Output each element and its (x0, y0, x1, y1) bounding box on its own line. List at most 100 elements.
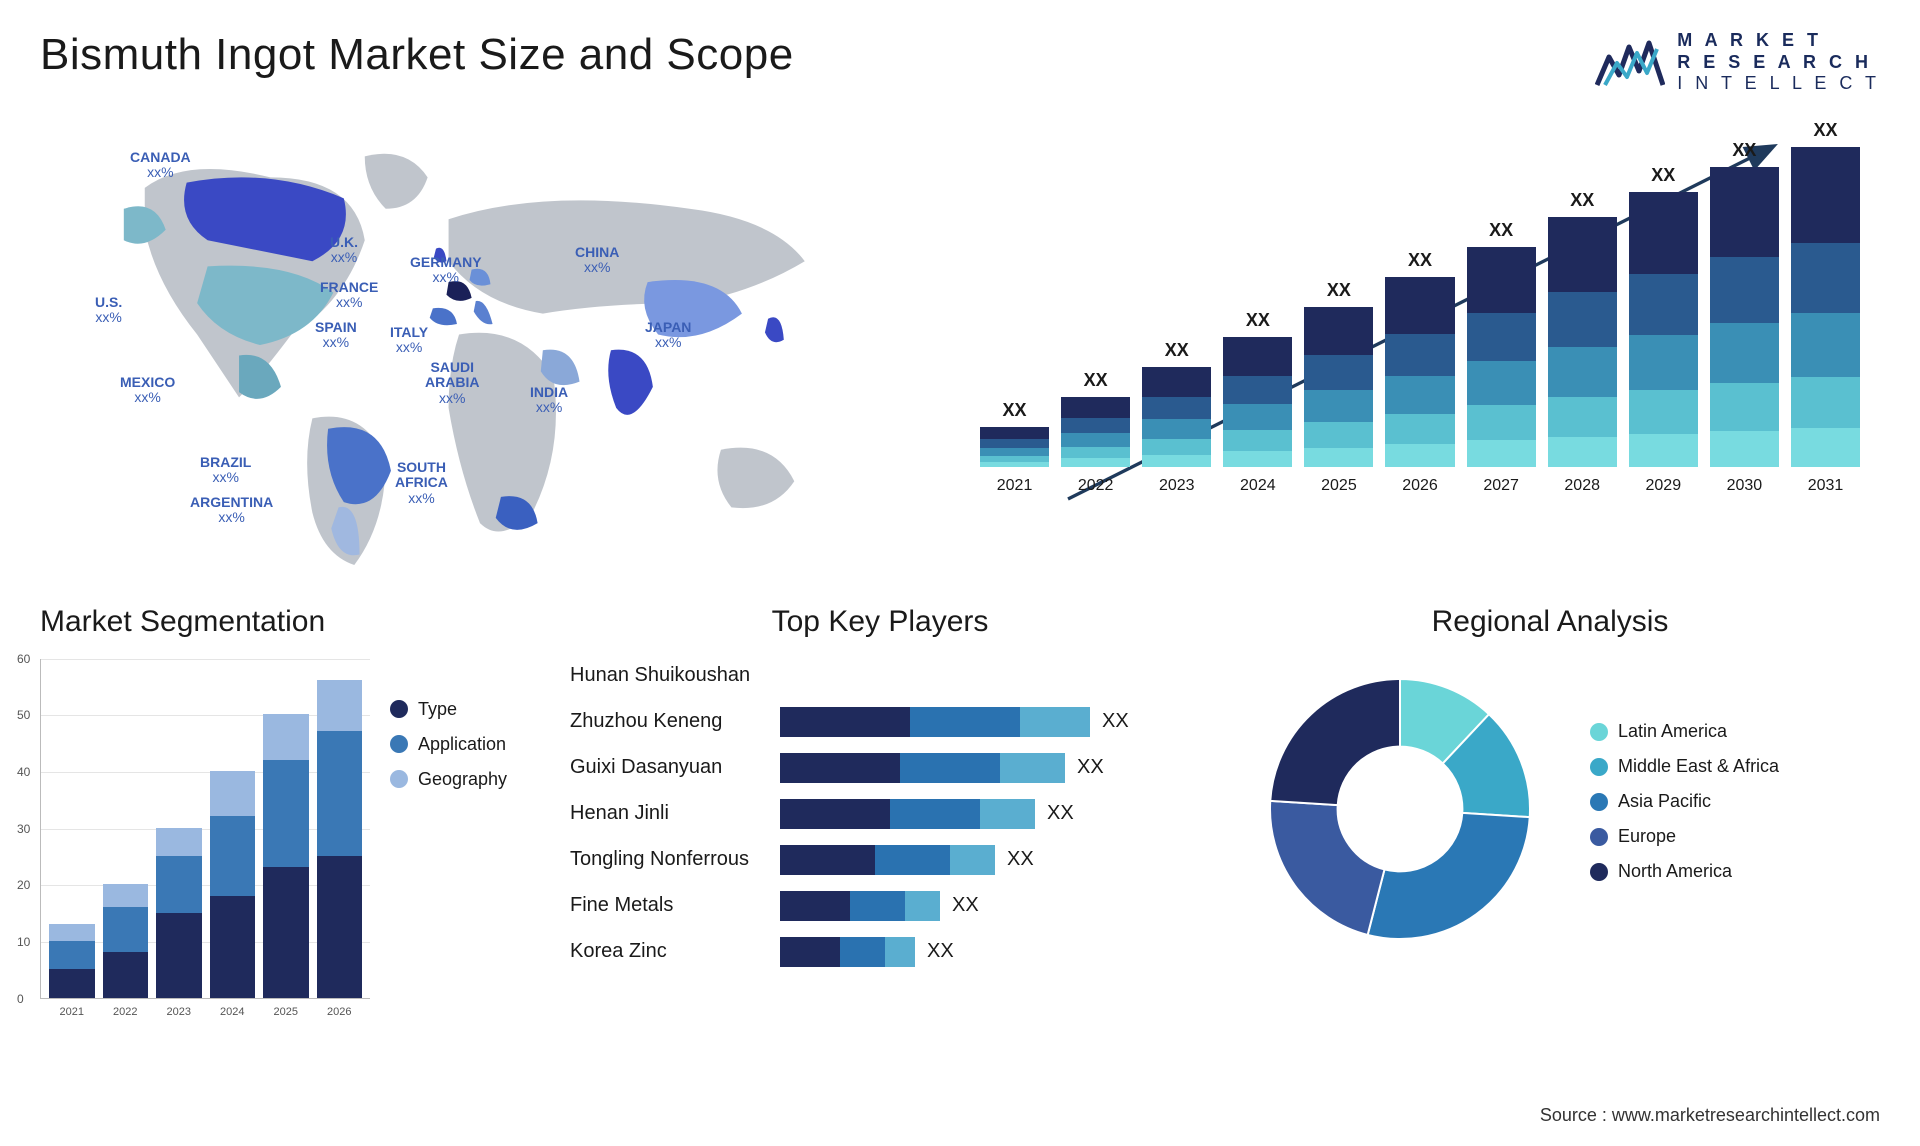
segmentation-bar: 2024 (210, 771, 256, 998)
map-country-label: SAUDIARABIAxx% (425, 360, 479, 406)
growth-year-label: 2028 (1564, 477, 1600, 495)
world-map: CANADAxx% U.S.xx% MEXICOxx% BRAZILxx% ARGENT… (40, 125, 920, 565)
bottom-row: Market Segmentation 01020304050602021202… (40, 605, 1880, 1035)
player-row: Tongling Nonferrous XX (570, 843, 1190, 877)
player-value: XX (1007, 848, 1034, 871)
logo-text: M A R K E T R E S E A R C H I N T E L L … (1677, 30, 1880, 95)
key-players-panel: Top Key Players Hunan Shuikoushan Zhuzhou… (570, 605, 1190, 1035)
growth-bar-value: XX (1489, 220, 1513, 241)
map-country-label: U.K.xx% (330, 235, 358, 266)
map-country-label: FRANCExx% (320, 280, 378, 311)
player-row: Korea Zinc XX (570, 935, 1190, 969)
player-row: Henan Jinli XX (570, 797, 1190, 831)
regional-panel: Regional Analysis Latin America Middle Ea… (1220, 605, 1880, 1035)
legend-item: Europe (1590, 826, 1779, 847)
brand-logo: M A R K E T R E S E A R C H I N T E L L … (1595, 30, 1880, 95)
key-players-title: Top Key Players (570, 605, 1190, 639)
segmentation-bar: 2023 (156, 828, 202, 998)
growth-bar: XX 2030 (1710, 140, 1779, 495)
legend-item: North America (1590, 861, 1779, 882)
segmentation-title: Market Segmentation (40, 605, 540, 639)
growth-bar: XX 2023 (1142, 340, 1211, 495)
growth-year-label: 2022 (1078, 477, 1114, 495)
player-row: Guixi Dasanyuan XX (570, 751, 1190, 785)
header: Bismuth Ingot Market Size and Scope M A … (40, 30, 1880, 95)
growth-bar: XX 2027 (1467, 220, 1536, 495)
player-name: Zhuzhou Keneng (570, 710, 780, 733)
growth-bar-value: XX (1084, 370, 1108, 391)
player-value: XX (1047, 802, 1074, 825)
growth-year-label: 2030 (1727, 477, 1763, 495)
segmentation-bar: 2025 (263, 714, 309, 997)
map-country-label: ITALYxx% (390, 325, 428, 356)
segmentation-chart: 0102030405060202120222023202420252026 (40, 659, 370, 999)
segmentation-bar: 2021 (49, 924, 95, 998)
growth-year-label: 2031 (1808, 477, 1844, 495)
growth-year-label: 2023 (1159, 477, 1195, 495)
map-country-label: INDIAxx% (530, 385, 568, 416)
map-country-label: BRAZILxx% (200, 455, 251, 486)
regional-title: Regional Analysis (1220, 605, 1880, 639)
map-country-label: U.S.xx% (95, 295, 122, 326)
growth-bar-value: XX (1813, 120, 1837, 141)
growth-year-label: 2024 (1240, 477, 1276, 495)
map-svg (40, 125, 920, 565)
growth-bar: XX 2022 (1061, 370, 1130, 495)
key-players-list: Hunan ShuikoushanZhuzhou KenengXXGuixi D… (570, 659, 1190, 969)
growth-year-label: 2021 (997, 477, 1033, 495)
player-value: XX (1077, 756, 1104, 779)
player-name: Korea Zinc (570, 940, 780, 963)
player-name: Henan Jinli (570, 802, 780, 825)
growth-bar: XX2029 (1629, 165, 1698, 495)
player-value: XX (1102, 710, 1129, 733)
regional-legend: Latin America Middle East & Africa Asia Pa… (1590, 721, 1779, 896)
growth-bar: XX 2026 (1385, 250, 1454, 495)
growth-bar: XX 2021 (980, 400, 1049, 495)
map-country-label: JAPANxx% (645, 320, 691, 351)
growth-bar-value: XX (1327, 280, 1351, 301)
map-country-label: MEXICOxx% (120, 375, 175, 406)
map-country-label: CHINAxx% (575, 245, 619, 276)
player-name: Hunan Shuikoushan (570, 664, 780, 687)
legend-item: Application (390, 734, 540, 755)
growth-bar-value: XX (1165, 340, 1189, 361)
growth-bar: XX 2024 (1223, 310, 1292, 495)
map-country-label: SPAINxx% (315, 320, 357, 351)
growth-year-label: 2026 (1402, 477, 1438, 495)
player-name: Guixi Dasanyuan (570, 756, 780, 779)
regional-donut-chart (1250, 659, 1550, 959)
legend-item: Latin America (1590, 721, 1779, 742)
growth-bar-value: XX (1651, 165, 1675, 186)
growth-year-label: 2027 (1483, 477, 1519, 495)
growth-bar: XX 2025 (1304, 280, 1373, 495)
player-row: Zhuzhou Keneng XX (570, 705, 1190, 739)
player-value: XX (927, 940, 954, 963)
map-country-label: GERMANYxx% (410, 255, 482, 286)
page-title: Bismuth Ingot Market Size and Scope (40, 30, 794, 80)
top-row: CANADAxx% U.S.xx% MEXICOxx% BRAZILxx% ARGENT… (40, 125, 1880, 565)
growth-bar-value: XX (1408, 250, 1432, 271)
player-row: Hunan Shuikoushan (570, 659, 1190, 693)
growth-bar: XX2028 (1548, 190, 1617, 495)
growth-bar: XX 2031 (1791, 120, 1860, 495)
logo-mark-icon (1595, 37, 1665, 87)
player-name: Tongling Nonferrous (570, 848, 780, 871)
growth-bar-value: XX (1003, 400, 1027, 421)
growth-bar-value: XX (1246, 310, 1270, 331)
map-country-label: ARGENTINAxx% (190, 495, 273, 526)
legend-item: Asia Pacific (1590, 791, 1779, 812)
growth-bar-chart: XX2021XX2022XX2023XX2024XX2025XX2026XX20… (960, 125, 1880, 565)
growth-bar-value: XX (1732, 140, 1756, 161)
legend-item: Middle East & Africa (1590, 756, 1779, 777)
map-country-label: SOUTHAFRICAxx% (395, 460, 448, 506)
player-row: Fine Metals XX (570, 889, 1190, 923)
segmentation-panel: Market Segmentation 01020304050602021202… (40, 605, 540, 1035)
growth-year-label: 2025 (1321, 477, 1357, 495)
segmentation-legend: Type Application Geography (390, 659, 540, 999)
legend-item: Type (390, 699, 540, 720)
segmentation-bar: 2022 (103, 884, 149, 997)
legend-item: Geography (390, 769, 540, 790)
player-value: XX (952, 894, 979, 917)
map-country-label: CANADAxx% (130, 150, 191, 181)
player-name: Fine Metals (570, 894, 780, 917)
